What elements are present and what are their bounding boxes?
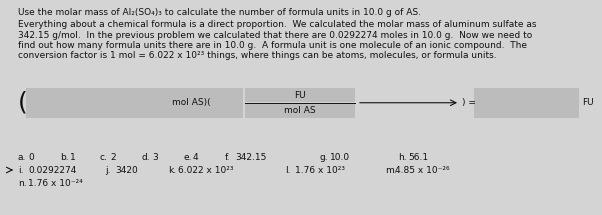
Text: e.: e.	[183, 153, 191, 162]
Text: Everything about a chemical formula is a direct proportion.  We calculated the m: Everything about a chemical formula is a…	[18, 20, 536, 29]
Text: 3: 3	[152, 153, 158, 162]
Text: 0: 0	[28, 153, 34, 162]
Text: 1: 1	[70, 153, 76, 162]
Text: 342.15 g/mol.  In the previous problem we calculated that there are 0.0292274 mo: 342.15 g/mol. In the previous problem we…	[18, 31, 532, 40]
Text: mol AS: mol AS	[284, 106, 316, 115]
Text: 4: 4	[193, 153, 199, 162]
Text: c.: c.	[100, 153, 108, 162]
Text: 342.15: 342.15	[235, 153, 266, 162]
Text: 56.1: 56.1	[408, 153, 428, 162]
Text: l.: l.	[285, 166, 291, 175]
Text: h.: h.	[398, 153, 406, 162]
Bar	[26, 88, 243, 118]
Text: d.: d.	[142, 153, 150, 162]
Text: 4.85 x 10⁻²⁶: 4.85 x 10⁻²⁶	[395, 166, 450, 175]
Text: FU: FU	[294, 91, 306, 100]
Text: 1.76 x 10⁻²⁴: 1.76 x 10⁻²⁴	[28, 179, 82, 188]
Text: (: (	[18, 91, 28, 115]
Text: 10.0: 10.0	[330, 153, 350, 162]
Text: m.: m.	[385, 166, 397, 175]
Text: 3420: 3420	[115, 166, 138, 175]
Text: g.: g.	[320, 153, 329, 162]
Text: a.: a.	[18, 153, 26, 162]
Text: 6.022 x 10²³: 6.022 x 10²³	[178, 166, 234, 175]
Text: Use the molar mass of Al₂(SO₄)₃ to calculate the number of formula units in 10.0: Use the molar mass of Al₂(SO₄)₃ to calcu…	[18, 8, 421, 17]
Text: 1.76 x 10²³: 1.76 x 10²³	[295, 166, 345, 175]
Text: conversion factor is 1 mol = 6.022 x 10²³ things, where things can be atoms, mol: conversion factor is 1 mol = 6.022 x 10²…	[18, 52, 497, 60]
Text: i.: i.	[18, 166, 23, 175]
Text: ) =: ) =	[462, 98, 476, 107]
Text: 0.0292274: 0.0292274	[28, 166, 76, 175]
Bar	[245, 103, 355, 118]
Text: f.: f.	[225, 153, 231, 162]
Text: find out how many formula units there are in 10.0 g.  A formula unit is one mole: find out how many formula units there ar…	[18, 41, 527, 50]
Bar	[245, 88, 355, 102]
Text: k.: k.	[168, 166, 176, 175]
Text: b.: b.	[60, 153, 69, 162]
Text: FU: FU	[582, 98, 594, 107]
Text: j.: j.	[105, 166, 111, 175]
Text: n.: n.	[18, 179, 26, 188]
Text: 2: 2	[110, 153, 116, 162]
Text: mol AS)(: mol AS)(	[172, 98, 211, 107]
Bar	[474, 88, 579, 118]
